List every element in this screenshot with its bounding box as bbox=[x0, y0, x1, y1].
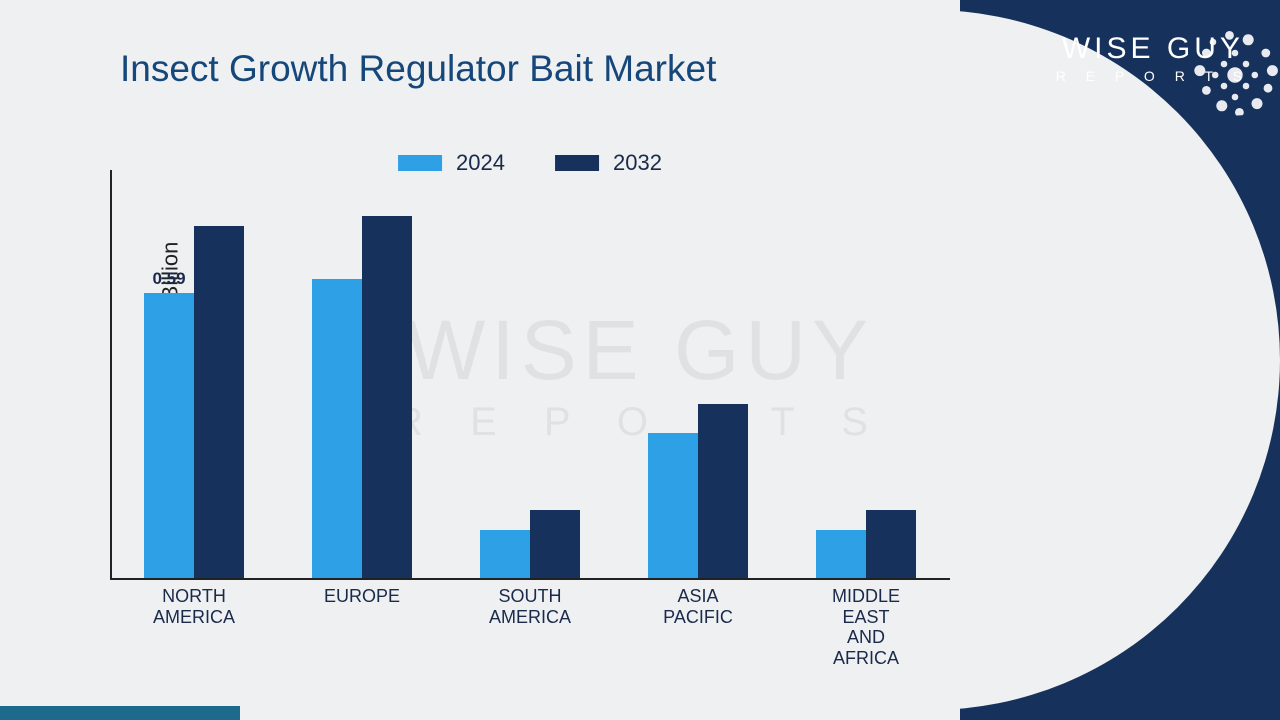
bar-2032 bbox=[362, 216, 412, 578]
x-axis-label: MIDDLEEASTANDAFRICA bbox=[791, 578, 941, 669]
bar-2032 bbox=[194, 226, 244, 578]
bar-chart: Market Size in USD Billion 2024 2032 0.5… bbox=[100, 150, 960, 590]
chart-title: Insect Growth Regulator Bait Market bbox=[120, 48, 716, 90]
bar-2032 bbox=[530, 510, 580, 578]
bar-2024 bbox=[816, 530, 866, 578]
x-axis-label: NORTHAMERICA bbox=[119, 578, 269, 669]
plot-area: 0.59 NORTHAMERICAEUROPESOUTHAMERICAASIAP… bbox=[110, 170, 950, 580]
bar-2024 bbox=[648, 433, 698, 578]
bar-2024: 0.59 bbox=[144, 293, 194, 578]
brand-line1: WISE GUY bbox=[1056, 32, 1250, 66]
bar-group bbox=[312, 216, 412, 578]
brand-logo: WISE GUY R E P O R T S bbox=[1056, 32, 1250, 84]
bar-group bbox=[648, 404, 748, 578]
legend-swatch-2032 bbox=[555, 155, 599, 171]
bar-groups: 0.59 bbox=[110, 170, 950, 578]
brand-line2: R E P O R T S bbox=[1056, 68, 1250, 84]
x-axis-label: ASIAPACIFIC bbox=[623, 578, 773, 669]
bar-value-label: 0.59 bbox=[144, 269, 194, 289]
x-axis-labels: NORTHAMERICAEUROPESOUTHAMERICAASIAPACIFI… bbox=[110, 578, 950, 669]
legend-swatch-2024 bbox=[398, 155, 442, 171]
x-axis-label: SOUTHAMERICA bbox=[455, 578, 605, 669]
bar-2032 bbox=[866, 510, 916, 578]
x-axis-label: EUROPE bbox=[287, 578, 437, 669]
bar-2032 bbox=[698, 404, 748, 578]
bar-group: 0.59 bbox=[144, 226, 244, 578]
bar-2024 bbox=[480, 530, 530, 578]
bar-group bbox=[816, 510, 916, 578]
bar-group bbox=[480, 510, 580, 578]
page-root: WISE GUY R E P O R T S Insect Growth Reg… bbox=[0, 0, 1280, 720]
bar-2024 bbox=[312, 279, 362, 578]
bottom-accent-bar bbox=[0, 706, 240, 720]
